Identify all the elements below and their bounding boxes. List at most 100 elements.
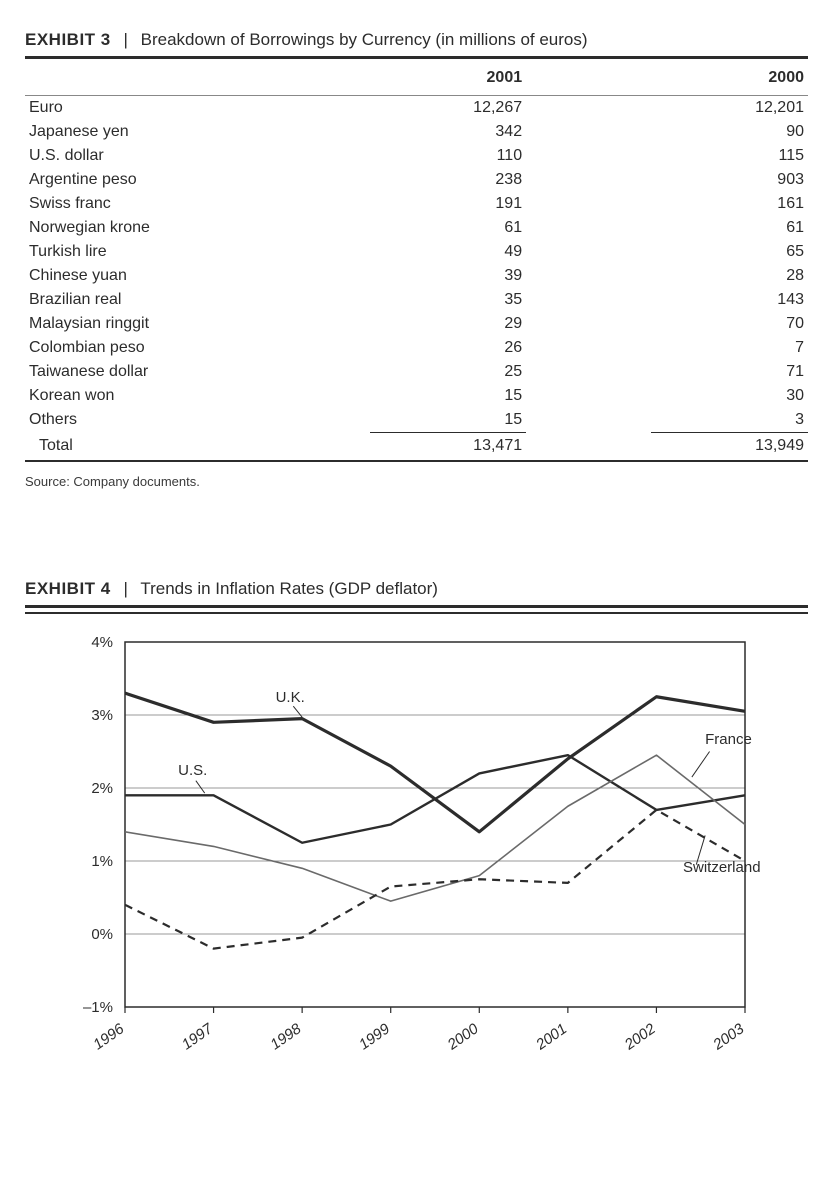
cell-2000: 115 (651, 144, 808, 168)
header-divider: | (123, 30, 127, 49)
cell-currency: Malaysian ringgit (25, 312, 370, 336)
series-france (125, 755, 745, 901)
cell-currency: Euro (25, 96, 370, 121)
cell-2000: 161 (651, 192, 808, 216)
cell-2001: 49 (370, 240, 527, 264)
x-tick-label: 2001 (532, 1020, 570, 1054)
cell-2000: 12,201 (651, 96, 808, 121)
leader-line (293, 706, 302, 717)
exhibit3-label: EXHIBIT 3 (25, 30, 111, 49)
x-tick-label: 2002 (621, 1020, 659, 1054)
exhibit4-title: Trends in Inflation Rates (GDP deflator) (140, 579, 438, 598)
series-label: U.K. (276, 689, 305, 706)
series-label: Switzerland (683, 859, 761, 876)
header-divider: | (123, 579, 127, 598)
x-tick-label: 2000 (444, 1020, 482, 1054)
table-row: Euro12,267 12,201 (25, 96, 808, 121)
table-row: Colombian peso26 7 (25, 336, 808, 360)
cell-2001: 61 (370, 216, 527, 240)
cell-currency: Turkish lire (25, 240, 370, 264)
table-row: Others15 3 (25, 408, 808, 433)
series-label: U.S. (178, 762, 207, 779)
table-total-row: Total13,471 13,949 (25, 433, 808, 459)
cell-currency: Taiwanese dollar (25, 360, 370, 384)
cell-currency: Others (25, 408, 370, 433)
cell-currency: U.S. dollar (25, 144, 370, 168)
series-us (125, 755, 745, 843)
table-row: U.S. dollar110 115 (25, 144, 808, 168)
table-row: Japanese yen342 90 (25, 120, 808, 144)
cell-2000: 903 (651, 168, 808, 192)
table-row: Brazilian real35 143 (25, 288, 808, 312)
y-tick-label: 2% (91, 780, 113, 797)
exhibit3-source: Source: Company documents. (25, 474, 808, 489)
exhibit4-label: EXHIBIT 4 (25, 579, 111, 598)
cell-2000: 143 (651, 288, 808, 312)
cell-2000: 7 (651, 336, 808, 360)
cell-2000: 3 (651, 408, 808, 433)
borrowings-table: 2001 2000 Euro12,26712,201Japanese yen34… (25, 59, 808, 458)
cell-2000: 90 (651, 120, 808, 144)
cell-2000: 28 (651, 264, 808, 288)
col-gap (526, 59, 651, 96)
cell-currency: Norwegian krone (25, 216, 370, 240)
cell-2001: 39 (370, 264, 527, 288)
series-uk (125, 693, 745, 832)
cell-2001: 12,267 (370, 96, 527, 121)
y-tick-label: 0% (91, 926, 113, 943)
cell-total-2000: 13,949 (651, 433, 808, 459)
leader-line (692, 752, 710, 778)
cell-2001: 15 (370, 408, 527, 433)
exhibit3-header: EXHIBIT 3 | Breakdown of Borrowings by C… (25, 30, 808, 59)
col-currency (25, 59, 370, 96)
cell-currency: Colombian peso (25, 336, 370, 360)
col-2000: 2000 (651, 59, 808, 96)
table-row: Chinese yuan39 28 (25, 264, 808, 288)
cell-2000: 61 (651, 216, 808, 240)
cell-2001: 342 (370, 120, 527, 144)
cell-total-label: Total (25, 433, 370, 459)
table-row: Korean won15 30 (25, 384, 808, 408)
y-tick-label: 4% (91, 634, 113, 651)
cell-2001: 26 (370, 336, 527, 360)
x-tick-label: 1999 (356, 1020, 394, 1053)
series-label: France (705, 731, 752, 748)
x-tick-label: 1998 (267, 1020, 305, 1053)
leader-line (196, 781, 205, 793)
cell-2001: 238 (370, 168, 527, 192)
col-2001: 2001 (370, 59, 527, 96)
table-row: Argentine peso238 903 (25, 168, 808, 192)
cell-currency: Chinese yuan (25, 264, 370, 288)
y-tick-label: 1% (91, 853, 113, 870)
cell-currency: Korean won (25, 384, 370, 408)
table-row: Taiwanese dollar2571 (25, 360, 808, 384)
x-tick-label: 1996 (90, 1020, 128, 1053)
table-bottom-rule (25, 460, 808, 462)
table-row: Malaysian ringgit29 70 (25, 312, 808, 336)
table-row: Norwegian krone6161 (25, 216, 808, 240)
cell-currency: Brazilian real (25, 288, 370, 312)
cell-currency: Argentine peso (25, 168, 370, 192)
cell-total-2001: 13,471 (370, 433, 527, 459)
series-switzerland (125, 810, 745, 949)
cell-2001: 191 (370, 192, 527, 216)
inflation-chart: –1% 0% 1% 2% 3% 4% 1996 1997 1998 1999 2000 2001 200… (65, 632, 765, 1092)
cell-2001: 29 (370, 312, 527, 336)
cell-currency: Japanese yen (25, 120, 370, 144)
cell-2001: 110 (370, 144, 527, 168)
cell-2001: 25 (370, 360, 527, 384)
cell-currency: Swiss franc (25, 192, 370, 216)
cell-2000: 70 (651, 312, 808, 336)
y-tick-label: –1% (83, 999, 113, 1016)
y-tick-label: 3% (91, 707, 113, 724)
inflation-chart-wrap: –1% 0% 1% 2% 3% 4% 1996 1997 1998 1999 2000 2001 200… (25, 614, 808, 1092)
cell-2001: 15 (370, 384, 527, 408)
cell-2000: 65 (651, 240, 808, 264)
table-header-row: 2001 2000 (25, 59, 808, 96)
x-tick-label: 1997 (179, 1020, 217, 1053)
x-tick-label: 2003 (709, 1020, 747, 1054)
cell-2001: 35 (370, 288, 527, 312)
cell-2000: 30 (651, 384, 808, 408)
exhibit3-title: Breakdown of Borrowings by Currency (in … (141, 30, 588, 49)
table-row: Turkish lire49 65 (25, 240, 808, 264)
